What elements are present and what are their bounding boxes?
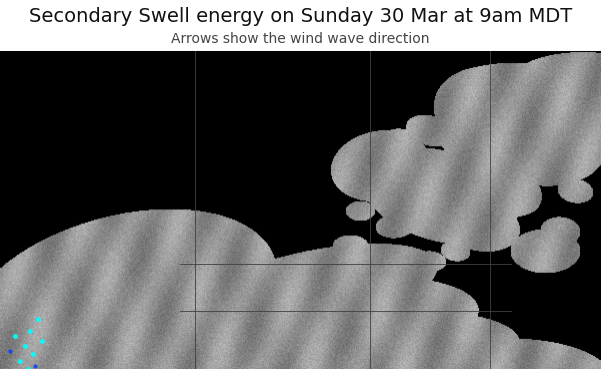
Text: Arrows show the wind wave direction: Arrows show the wind wave direction [171, 32, 430, 46]
Text: Secondary Swell energy on Sunday 30 Mar at 9am MDT: Secondary Swell energy on Sunday 30 Mar … [29, 7, 572, 26]
